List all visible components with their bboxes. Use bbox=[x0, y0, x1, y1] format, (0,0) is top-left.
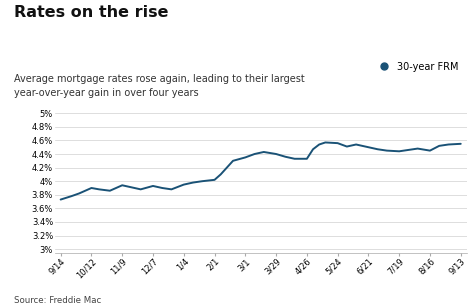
Text: Source: Freddie Mac: Source: Freddie Mac bbox=[14, 296, 101, 305]
Legend: 30-year FRM: 30-year FRM bbox=[370, 58, 462, 75]
Text: Average mortgage rates rose again, leading to their largest
year-over-year gain : Average mortgage rates rose again, leadi… bbox=[14, 74, 305, 98]
Text: Rates on the rise: Rates on the rise bbox=[14, 5, 169, 20]
